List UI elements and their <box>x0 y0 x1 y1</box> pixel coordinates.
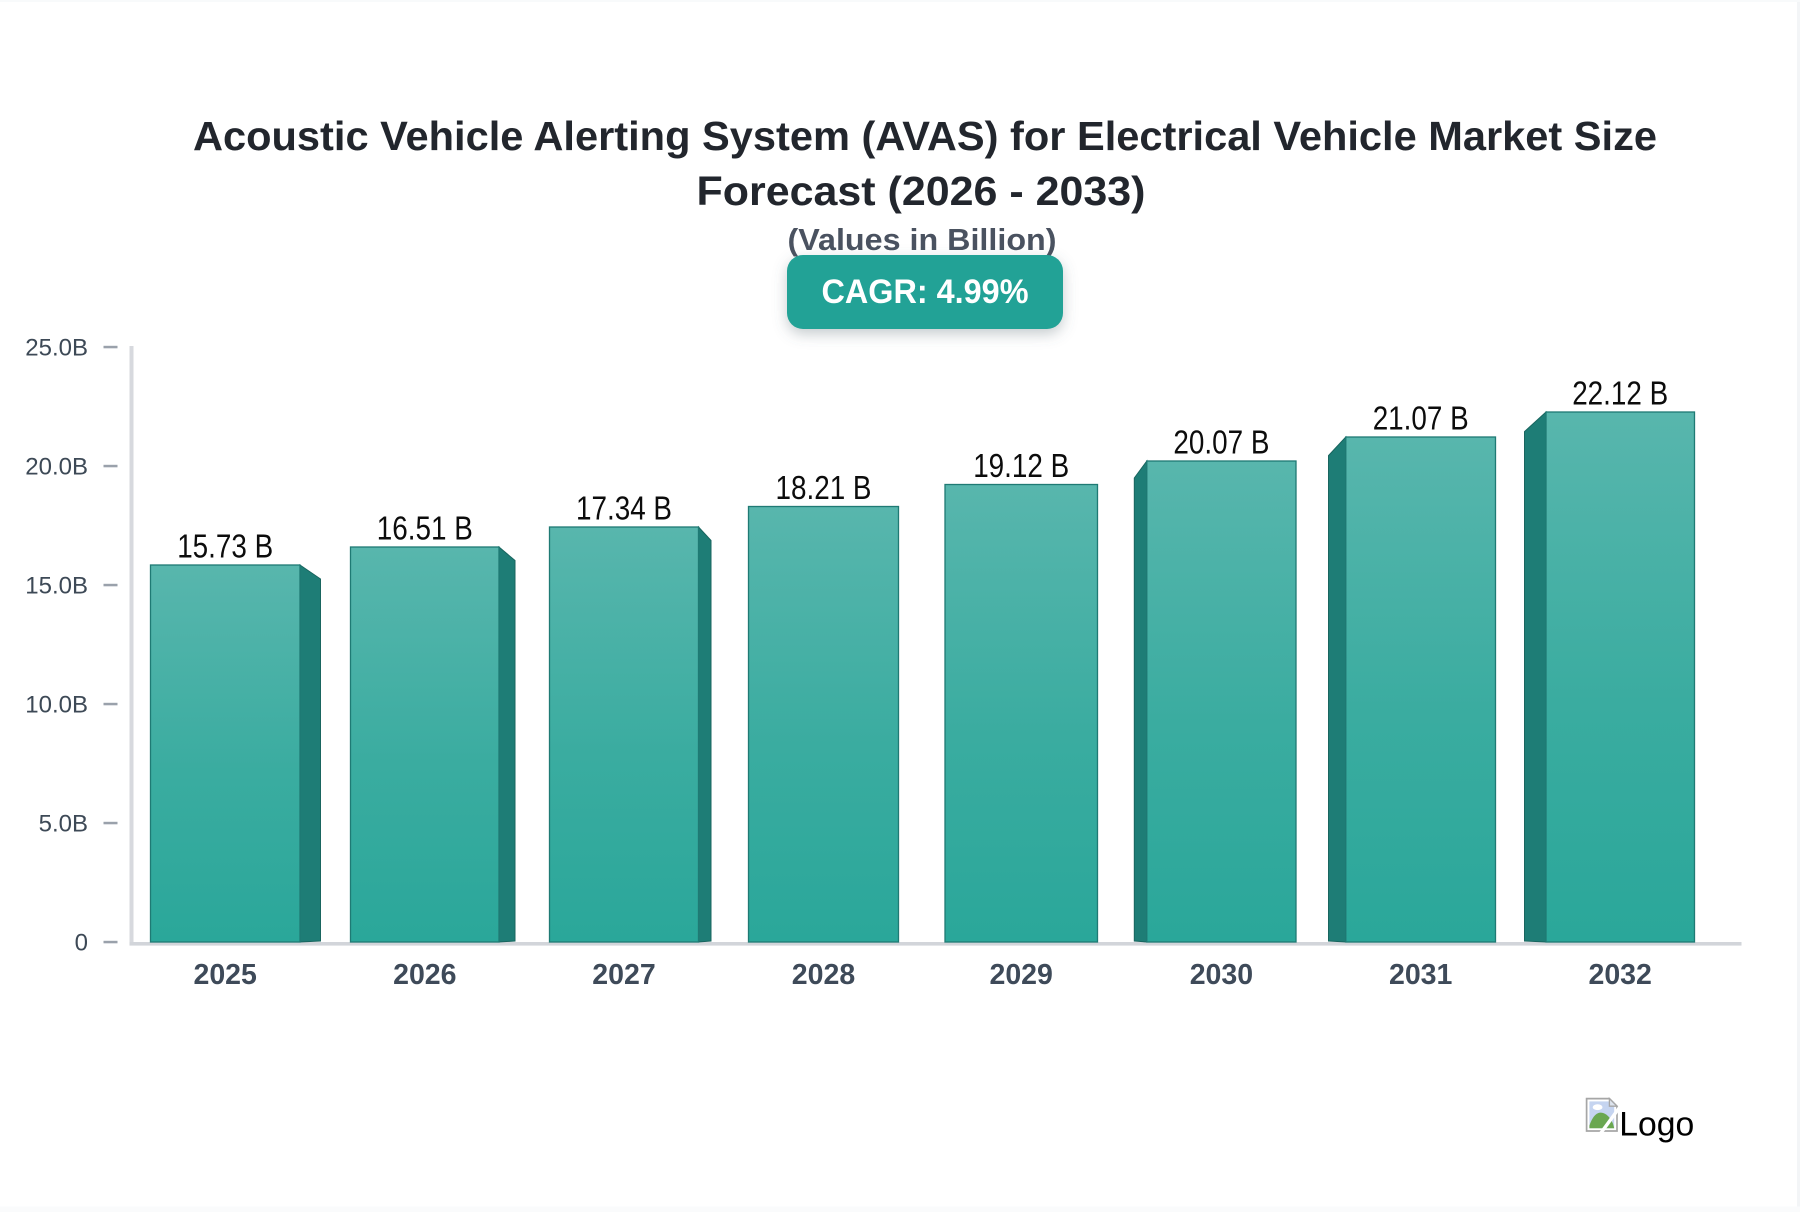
svg-text:Logo: Logo <box>1619 1106 1694 1144</box>
svg-text:15.0B: 15.0B <box>25 573 88 600</box>
svg-text:2028: 2028 <box>792 959 855 991</box>
svg-text:25.0B: 25.0B <box>25 335 88 362</box>
svg-text:Forecast (2026 - 2033): Forecast (2026 - 2033) <box>697 168 1146 214</box>
svg-text:20.07 B: 20.07 B <box>1173 424 1269 461</box>
svg-text:2031: 2031 <box>1389 959 1453 991</box>
svg-text:Acoustic Vehicle Alerting Syst: Acoustic Vehicle Alerting System (AVAS) … <box>193 113 1657 159</box>
svg-text:2032: 2032 <box>1588 959 1651 991</box>
svg-text:2026: 2026 <box>393 959 456 991</box>
svg-text:22.12 B: 22.12 B <box>1572 375 1668 412</box>
svg-text:17.34 B: 17.34 B <box>576 490 672 527</box>
svg-text:20.0B: 20.0B <box>25 454 88 481</box>
svg-text:(Values in Billion): (Values in Billion) <box>788 222 1057 257</box>
svg-text:16.51 B: 16.51 B <box>377 510 473 547</box>
svg-text:19.12 B: 19.12 B <box>973 447 1069 484</box>
svg-text:2030: 2030 <box>1190 959 1253 991</box>
svg-text:CAGR: 4.99%: CAGR: 4.99% <box>822 273 1029 311</box>
svg-text:2029: 2029 <box>989 959 1052 991</box>
svg-text:21.07 B: 21.07 B <box>1373 400 1469 437</box>
svg-text:10.0B: 10.0B <box>25 692 88 719</box>
svg-text:5.0B: 5.0B <box>39 811 88 838</box>
svg-text:2025: 2025 <box>193 959 257 991</box>
svg-text:18.21 B: 18.21 B <box>776 469 872 506</box>
svg-text:0: 0 <box>75 930 88 957</box>
svg-text:15.73 B: 15.73 B <box>177 528 273 565</box>
svg-text:2027: 2027 <box>592 959 655 991</box>
